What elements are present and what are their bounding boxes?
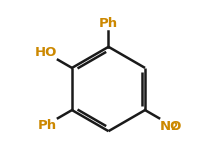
Text: 2: 2 [170, 122, 177, 132]
Text: HO: HO [35, 46, 57, 59]
Text: Ph: Ph [99, 17, 118, 30]
Text: Ph: Ph [38, 119, 57, 132]
Text: NO: NO [160, 120, 182, 133]
